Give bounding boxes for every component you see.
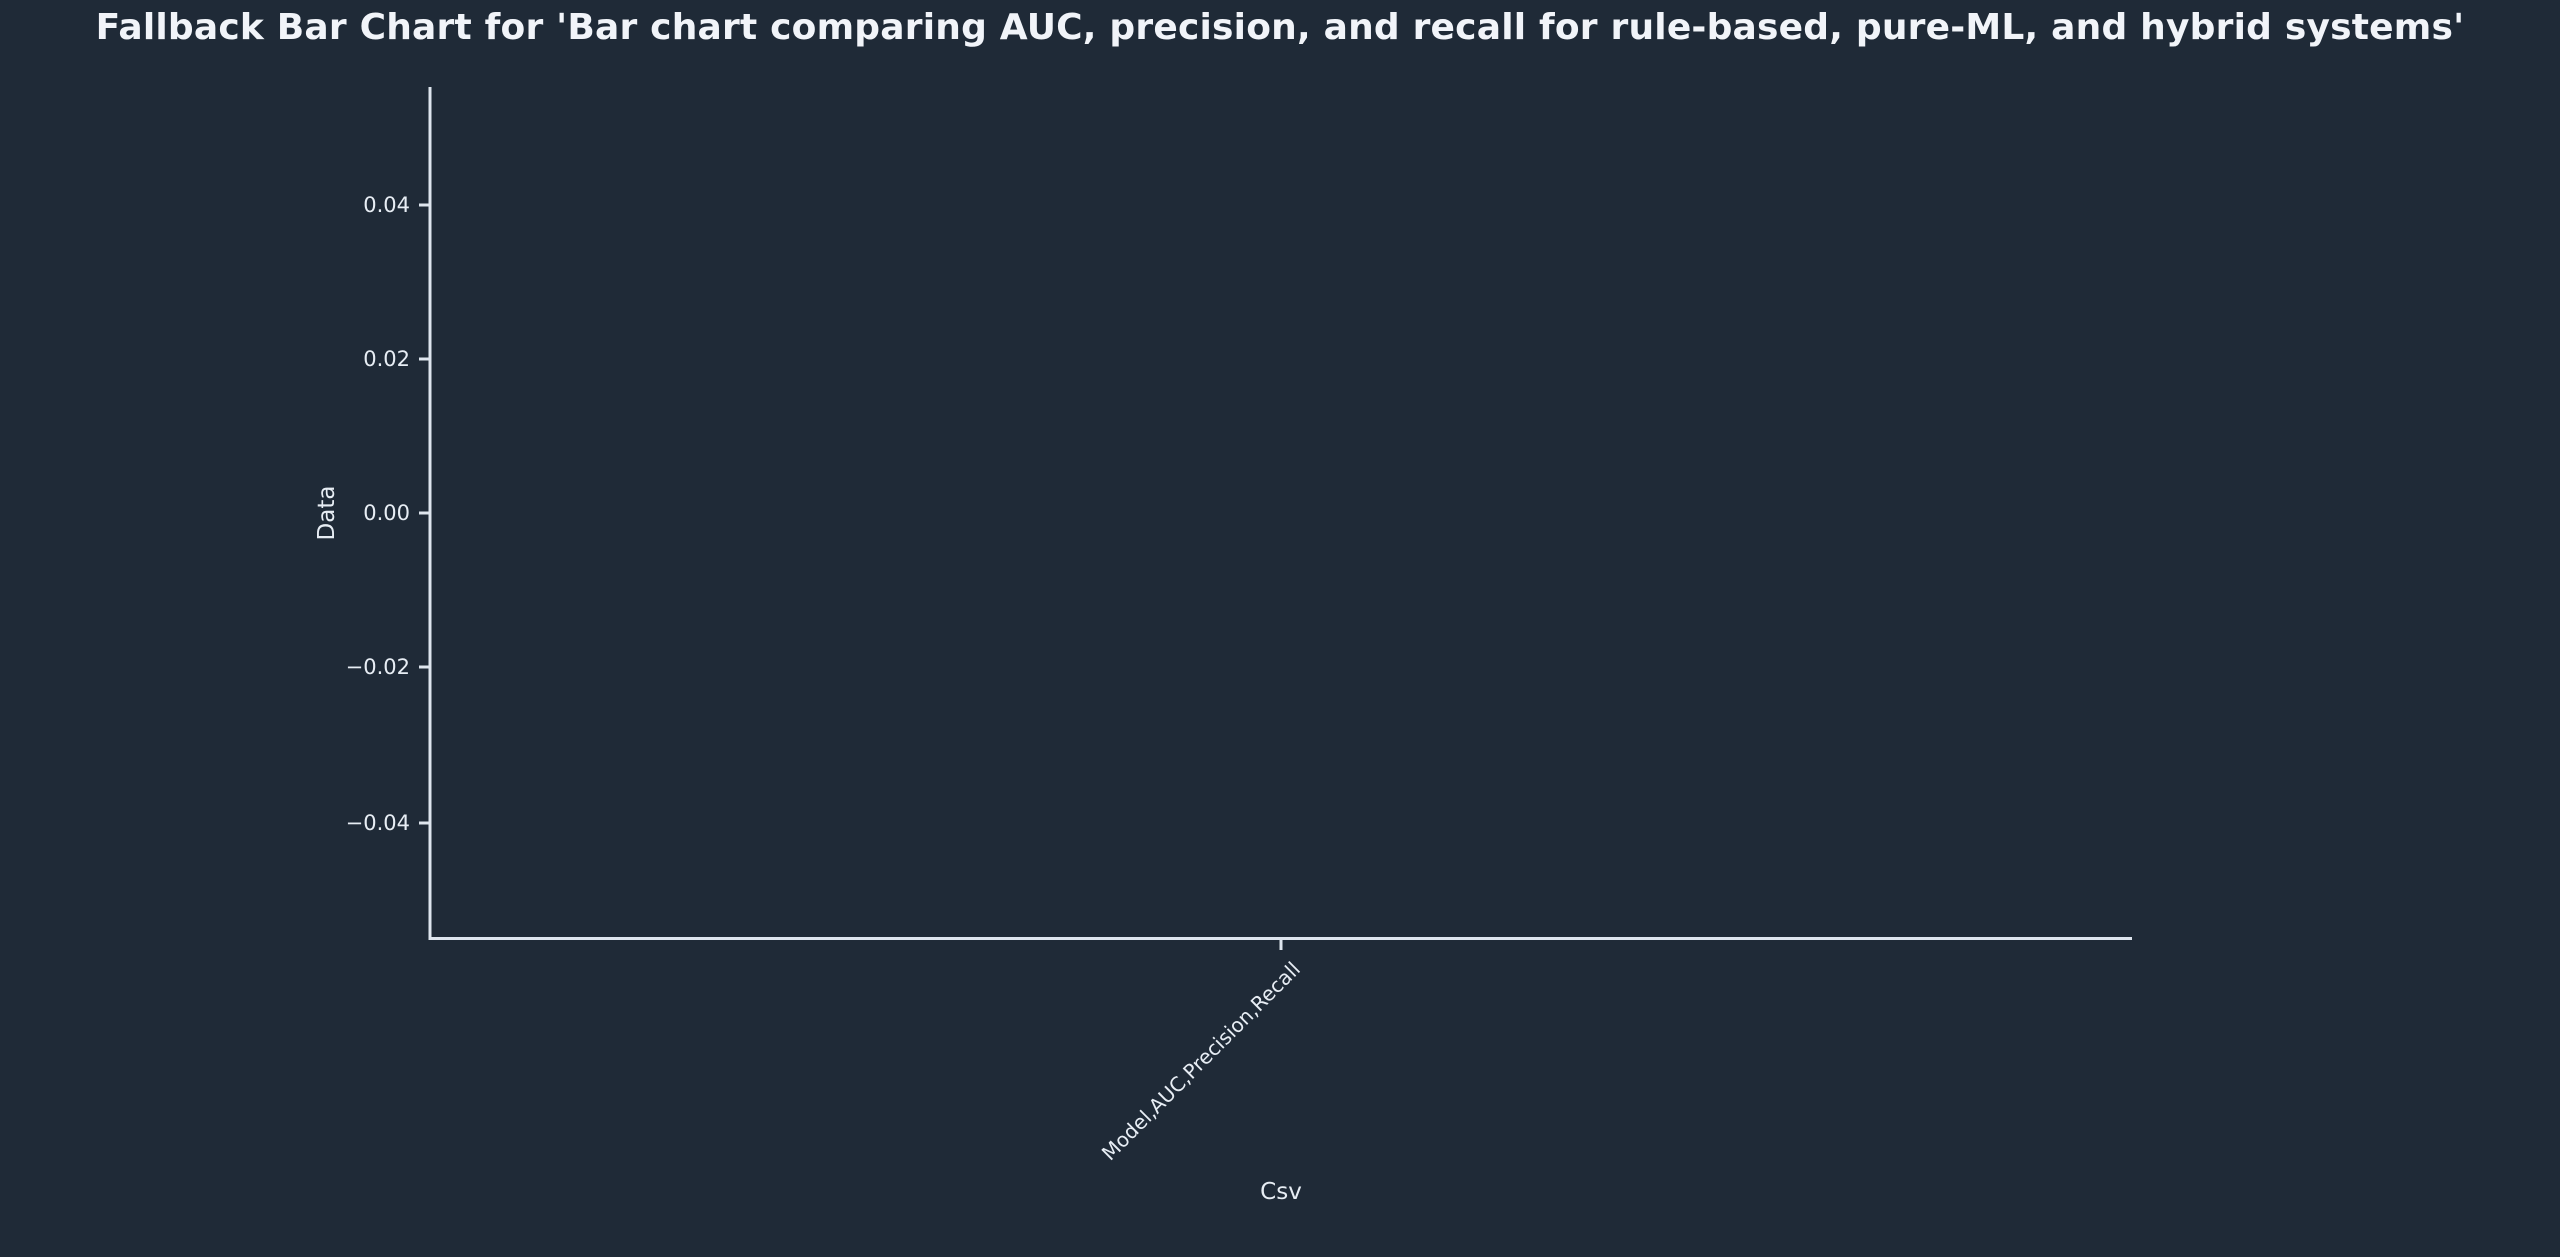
- chart-axes: [419, 87, 2132, 950]
- chart-title: Fallback Bar Chart for 'Bar chart compar…: [95, 7, 2465, 48]
- y-tick-label: −0.04: [345, 811, 410, 835]
- y-tick-label: 0.04: [363, 193, 410, 217]
- fallback-bar-chart: Fallback Bar Chart for 'Bar chart compar…: [95, 7, 2465, 1205]
- y-tick-label: 0.00: [363, 501, 410, 525]
- y-tick-label: −0.02: [345, 655, 410, 679]
- y-axis-label: Data: [314, 485, 340, 541]
- x-axis-label: Csv: [1260, 1179, 1302, 1205]
- y-tick-label: 0.02: [363, 347, 410, 371]
